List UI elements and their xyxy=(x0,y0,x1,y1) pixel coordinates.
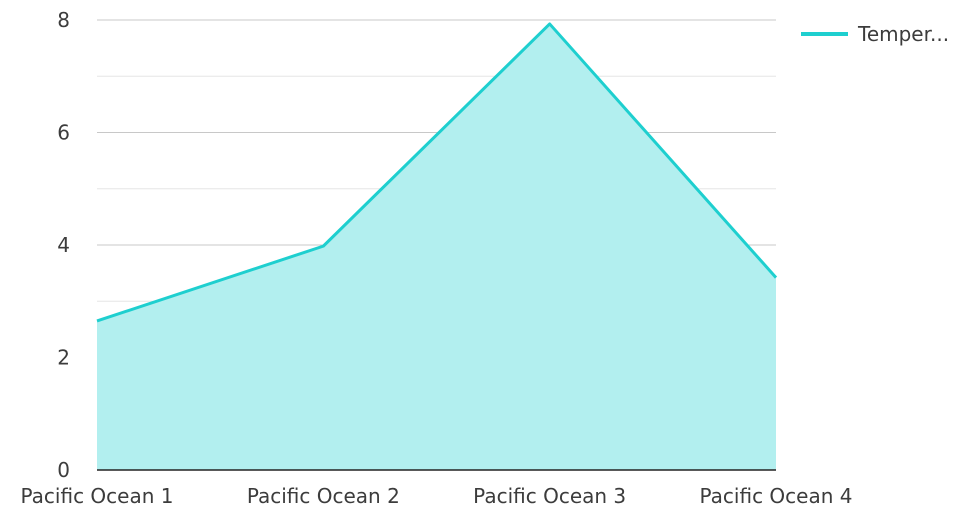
x-tick-label: Pacific Ocean 1 xyxy=(21,484,174,508)
legend-label: Temper... xyxy=(857,22,949,46)
axes: 0 2 4 6 8 Pacific Ocean 1 Pacific Ocean 2 Pacif… xyxy=(21,8,853,508)
y-tick-label: 6 xyxy=(57,121,70,145)
x-tick-label: Pacific Ocean 3 xyxy=(473,484,626,508)
y-tick-label: 8 xyxy=(57,8,70,32)
y-tick-label: 0 xyxy=(57,458,70,482)
y-tick-label: 4 xyxy=(57,233,70,257)
x-tick-label: Pacific Ocean 2 xyxy=(247,484,400,508)
x-tick-label: Pacific Ocean 4 xyxy=(700,484,853,508)
area-series xyxy=(96,22,778,470)
y-tick-label: 2 xyxy=(57,346,70,370)
legend[interactable]: Temper... xyxy=(801,22,949,46)
series-line xyxy=(96,22,778,323)
area-fill xyxy=(97,23,776,470)
